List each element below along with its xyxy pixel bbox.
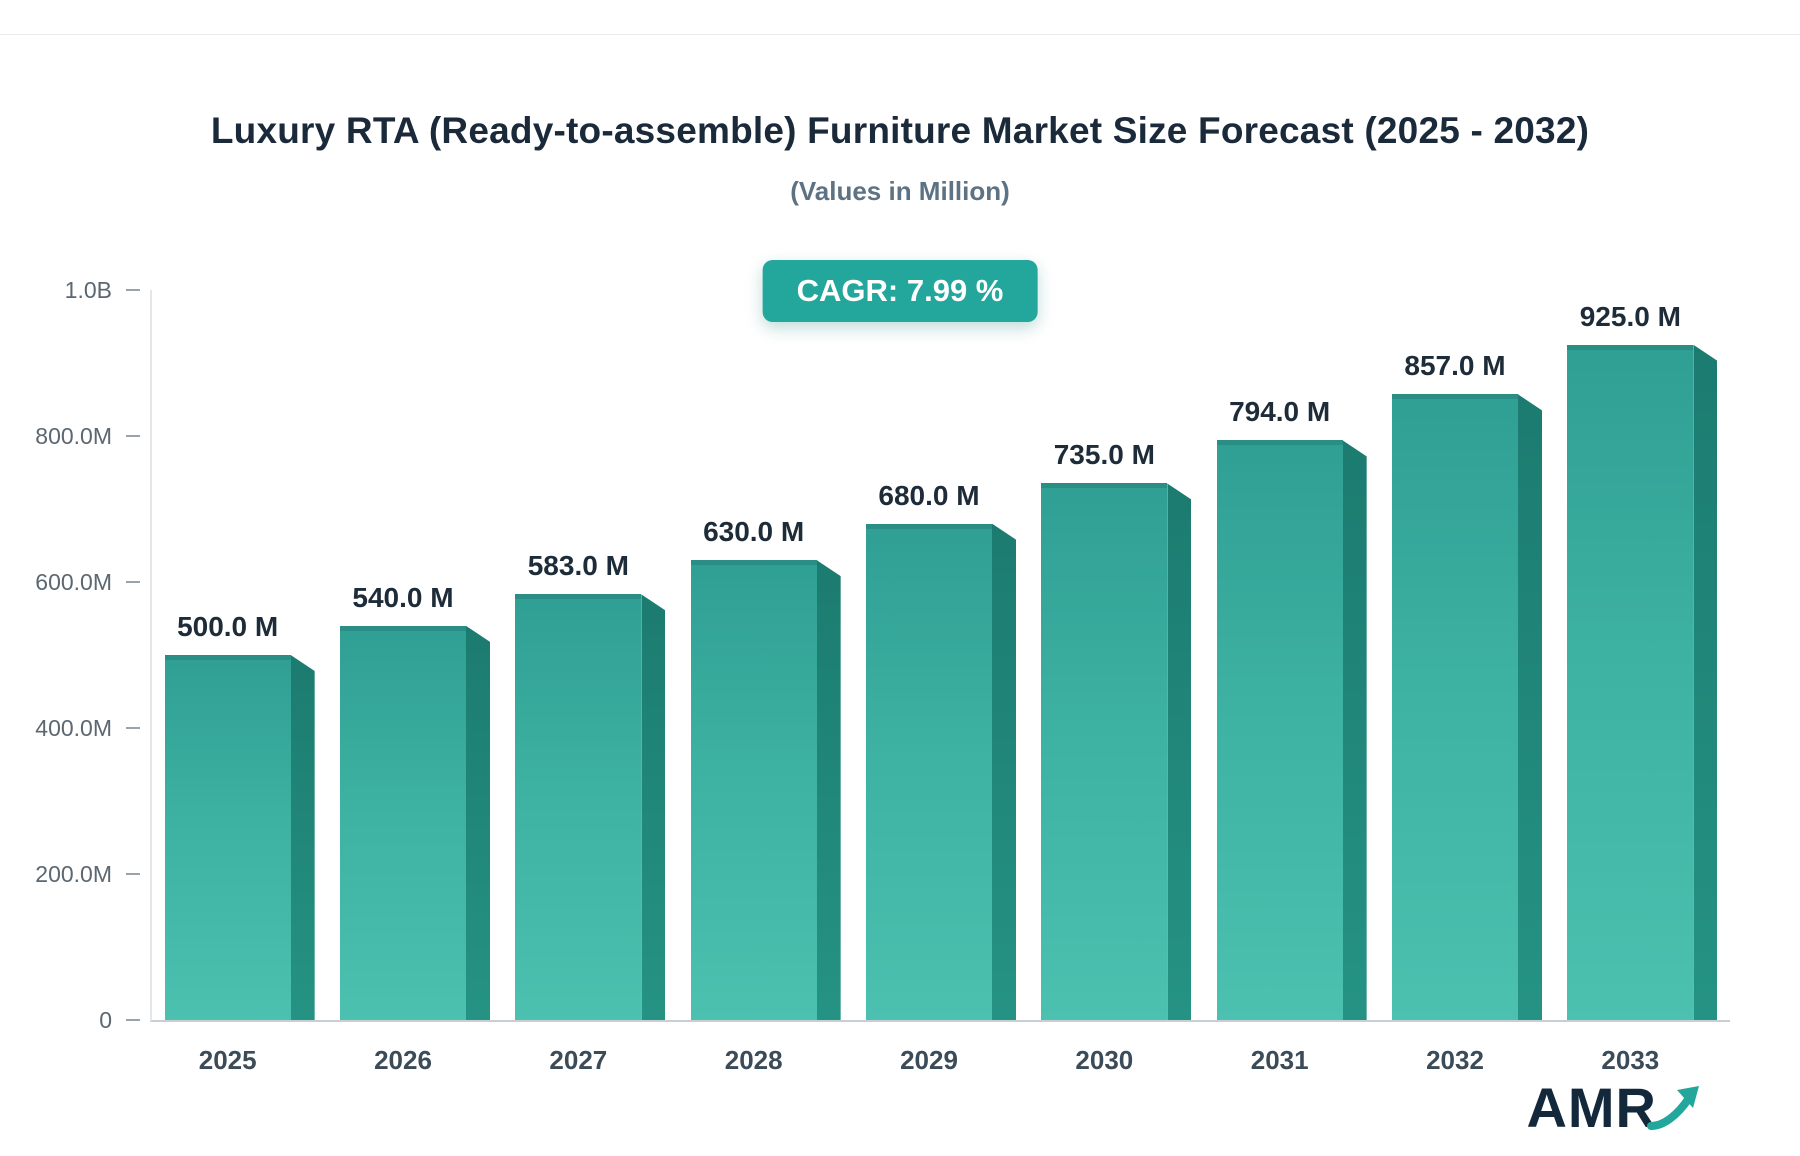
- y-axis-label: 400.0M: [35, 715, 112, 741]
- y-axis-tick: [126, 581, 140, 583]
- bar-value-label: 857.0 M: [1404, 350, 1506, 382]
- x-axis-label: 2029: [900, 1045, 958, 1075]
- bar-group: 794.0 M 2031: [1216, 396, 1367, 1075]
- bar-value-label: 500.0 M: [177, 611, 279, 642]
- y-axis-label: 200.0M: [35, 861, 112, 887]
- bar: [340, 625, 466, 1020]
- bar-side-face: [290, 655, 315, 1020]
- bar-side-face: [1167, 483, 1192, 1020]
- bar-value-label: 735.0 M: [1053, 439, 1155, 471]
- bar-value-label: 630.0 M: [703, 516, 805, 548]
- bar: [1041, 483, 1168, 1020]
- bar-group: 735.0 M 2030: [1041, 439, 1192, 1075]
- bar-group: 925.0 M 2033: [1567, 301, 1718, 1075]
- x-axis-label: 2028: [724, 1045, 783, 1075]
- y-axis-tick: [126, 435, 140, 437]
- bar: [1216, 440, 1343, 1020]
- y-axis-tick: [126, 289, 140, 291]
- bar: [1392, 394, 1518, 1020]
- amr-logo-text: AMR: [1526, 1076, 1657, 1139]
- logo-arrow-up-icon: [1647, 1086, 1699, 1130]
- amr-logo: AMR: [1526, 1080, 1705, 1136]
- bar: [164, 655, 291, 1020]
- bar-group: 630.0 M 2028: [690, 516, 841, 1075]
- bar-value-label: 583.0 M: [527, 550, 629, 582]
- bar-group: 680.0 M 2029: [866, 480, 1016, 1075]
- x-axis-label: 2031: [1250, 1045, 1309, 1075]
- bar-side-face: [466, 625, 490, 1020]
- bar-side-face: [816, 560, 841, 1020]
- bar: [1567, 344, 1694, 1020]
- bar-group: 540.0 M 2026: [340, 582, 490, 1075]
- chart-subtitle: (Values in Million): [790, 176, 1010, 206]
- bar-value-label: 540.0 M: [352, 581, 454, 613]
- x-axis-label: 2027: [549, 1045, 608, 1075]
- y-axis-label: 600.0M: [35, 569, 112, 595]
- bar-value-label: 794.0 M: [1229, 396, 1331, 428]
- y-axis-label: 800.0M: [35, 423, 112, 449]
- bar-side-face: [641, 594, 666, 1020]
- y-axis-tick: [126, 727, 140, 729]
- x-axis-label: 2033: [1601, 1045, 1660, 1075]
- bar-side-face: [1342, 440, 1367, 1020]
- plot-area: 0 200.0M 400.0M 600.0M 800.0M 1.0B 500.0 M 2025…: [35, 277, 1730, 1075]
- top-divider: [0, 34, 1800, 35]
- bar: [515, 594, 642, 1020]
- bar-side-face: [992, 523, 1016, 1020]
- y-axis-label: 0: [99, 1007, 112, 1033]
- x-axis-label: 2032: [1426, 1045, 1484, 1075]
- bar-side-face: [1518, 394, 1542, 1020]
- bar: [690, 560, 817, 1020]
- x-axis-label: 2030: [1075, 1045, 1134, 1075]
- cagr-badge: CAGR: 7.99 %: [762, 260, 1038, 322]
- bar-side-face: [1693, 344, 1718, 1020]
- bar-value-label: 680.0 M: [878, 479, 980, 511]
- bar: [866, 523, 992, 1020]
- bar-group: 857.0 M 2032: [1392, 350, 1542, 1075]
- bar-group: 500.0 M 2025: [164, 611, 315, 1075]
- y-axis-tick: [126, 1019, 140, 1021]
- x-axis-label: 2026: [374, 1045, 432, 1075]
- y-axis-label: 1.0B: [64, 277, 112, 303]
- chart-title: Luxury RTA (Ready-to-assemble) Furniture…: [210, 110, 1590, 151]
- y-axis-tick: [126, 873, 140, 875]
- x-axis-label: 2025: [198, 1045, 257, 1075]
- bar-group: 583.0 M 2027: [515, 550, 666, 1075]
- bar-value-label: 925.0 M: [1579, 300, 1681, 332]
